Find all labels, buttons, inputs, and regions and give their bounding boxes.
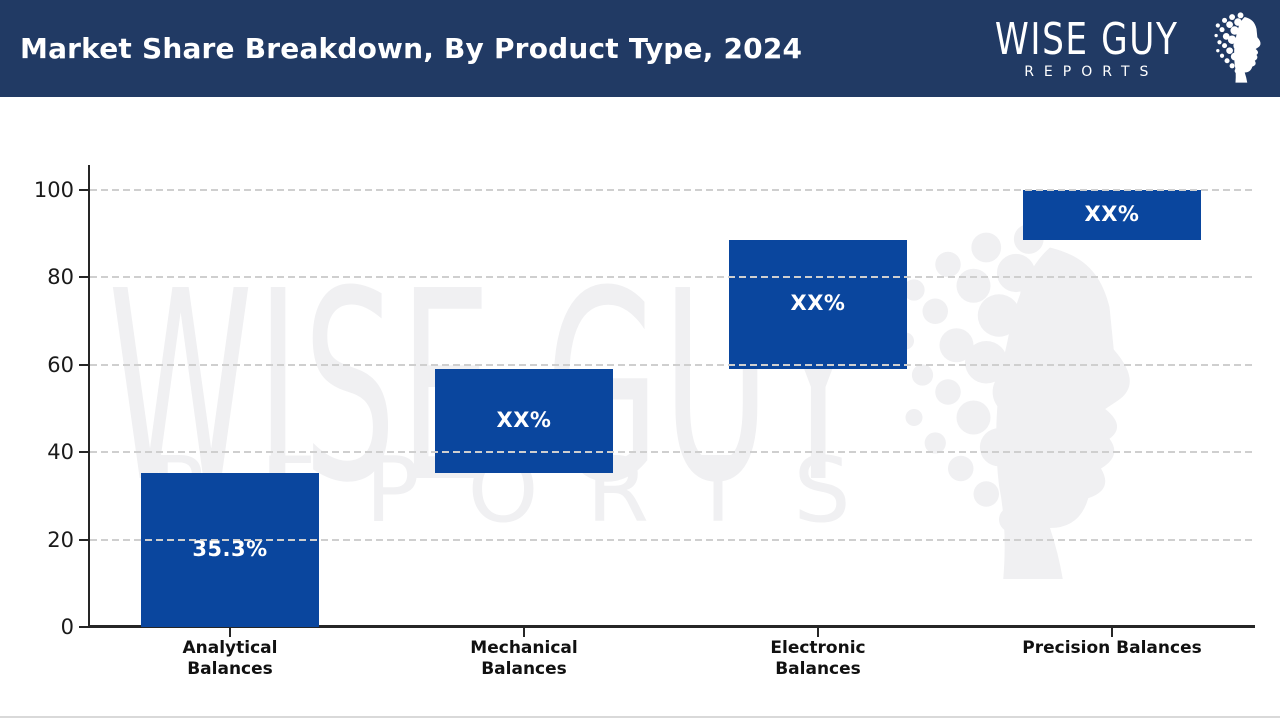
y-tick-label: 0 bbox=[60, 615, 74, 639]
bar-value-label: XX% bbox=[790, 291, 846, 316]
wise-guy-head-icon bbox=[1214, 11, 1261, 83]
x-axis-line bbox=[88, 625, 1255, 628]
logo-text: WISE GUY REPORTS bbox=[969, 13, 1204, 80]
bottom-divider bbox=[0, 716, 1280, 718]
bar-value-label: XX% bbox=[496, 407, 552, 432]
x-axis-tick bbox=[229, 628, 231, 637]
category-label-line: Electronic bbox=[770, 638, 866, 658]
gridline-80 bbox=[90, 276, 1253, 278]
wise-guy-logo: WISE GUY REPORTS bbox=[969, 11, 1280, 86]
category-label-line: Mechanical bbox=[470, 638, 578, 658]
x-axis-labels: Analytical Balances Mechanical Balances Elec… bbox=[0, 638, 1280, 698]
y-tick-label: 100 bbox=[33, 177, 74, 202]
logo-subtext: REPORTS bbox=[1024, 63, 1159, 80]
waterfall-bar-4: XX% bbox=[1023, 189, 1201, 240]
x-axis-tick bbox=[523, 628, 525, 637]
category-label-3: Electronic Balances bbox=[671, 638, 965, 680]
y-axis-line bbox=[88, 165, 90, 627]
x-axis-tick bbox=[817, 628, 819, 637]
y-tick-label: 80 bbox=[47, 265, 74, 289]
bar-value-label: 35.3% bbox=[192, 536, 268, 561]
y-tick-label: 40 bbox=[47, 440, 74, 464]
waterfall-bar-2: XX% bbox=[435, 368, 613, 473]
y-tick-label: 20 bbox=[47, 527, 74, 552]
waterfall-bar-1: 35.3% bbox=[141, 472, 319, 627]
y-axis-tick bbox=[79, 363, 88, 366]
category-label-2: Mechanical Balances bbox=[377, 638, 671, 680]
gridline-100 bbox=[90, 188, 1253, 191]
category-label-line: Balances bbox=[481, 659, 567, 679]
category-label-line: Balances bbox=[187, 659, 273, 679]
gridline-60 bbox=[90, 363, 1253, 366]
logo-wordmark: WISE GUY bbox=[994, 13, 1179, 65]
chart-title: Market Share Breakdown, By Product Type,… bbox=[20, 32, 803, 65]
y-axis-tick bbox=[79, 276, 88, 278]
y-axis-tick bbox=[79, 626, 88, 628]
header-banner: Market Share Breakdown, By Product Type,… bbox=[0, 0, 1280, 97]
gridline-20 bbox=[90, 538, 1253, 541]
y-tick-label: 60 bbox=[47, 352, 74, 377]
category-label-4: Precision Balances bbox=[965, 638, 1259, 659]
category-label-1: Analytical Balances bbox=[83, 638, 377, 680]
y-axis-tick bbox=[79, 451, 88, 453]
y-axis-tick bbox=[79, 188, 88, 191]
waterfall-bar-3: XX% bbox=[729, 239, 907, 369]
x-axis-tick bbox=[1111, 628, 1113, 637]
gridline-40 bbox=[90, 451, 1253, 453]
bar-value-label: XX% bbox=[1084, 201, 1140, 226]
plot-area: 35.3% XX% XX% XX% 0 20 40 60 80 100 bbox=[34, 165, 1255, 639]
category-label-line: Analytical bbox=[182, 638, 278, 658]
category-label-line: Precision Balances bbox=[1022, 638, 1202, 658]
category-label-line: Balances bbox=[775, 659, 861, 679]
y-axis-tick bbox=[79, 538, 88, 541]
